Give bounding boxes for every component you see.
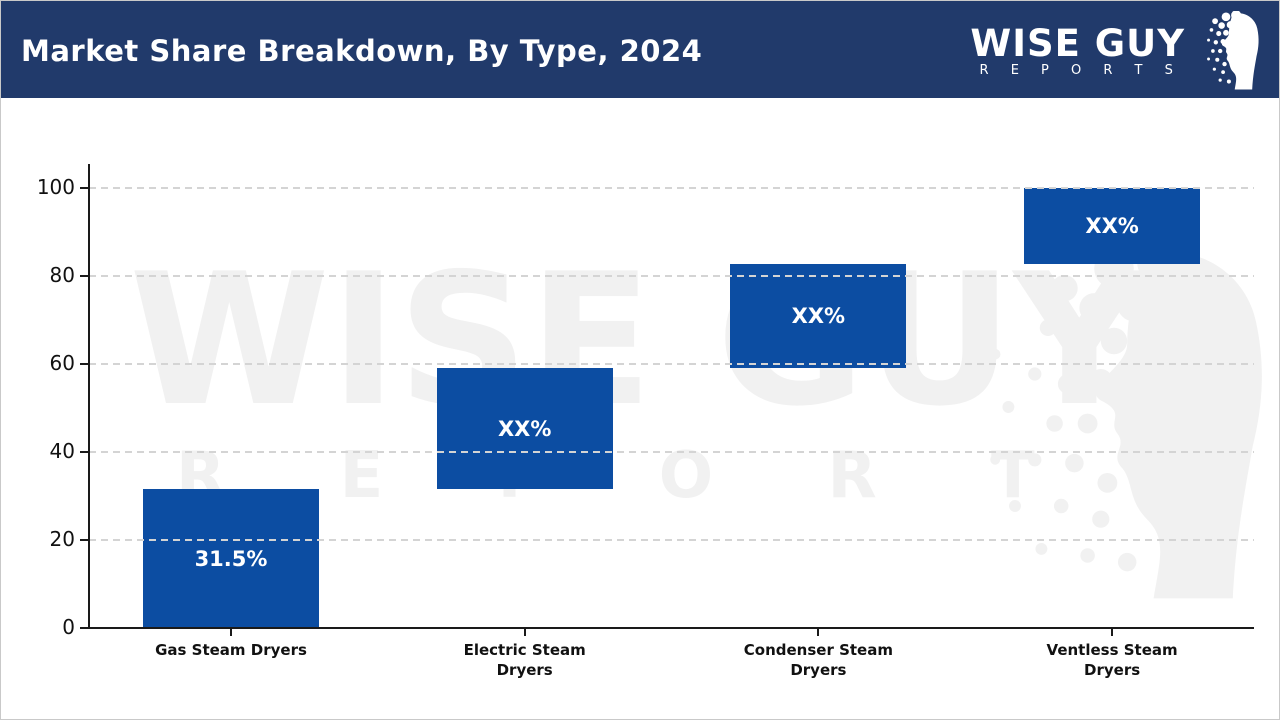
logo-head-icon <box>1207 11 1259 90</box>
bar-3: XX% <box>730 263 907 369</box>
x-tickmark <box>817 628 820 636</box>
y-tickmark <box>80 187 89 189</box>
x-category-label: Condenser Steam Dryers <box>743 641 893 679</box>
y-tickmark <box>80 275 89 277</box>
y-tick-label: 60 <box>49 351 75 375</box>
x-axis-line <box>88 627 1254 629</box>
y-tickmark <box>80 539 89 541</box>
y-tickmark <box>80 363 89 365</box>
x-tickmark <box>523 628 526 636</box>
x-category-label: Gas Steam Dryers <box>155 641 307 659</box>
y-tick-label: 20 <box>49 527 75 551</box>
bar-4: XX% <box>1024 188 1201 264</box>
y-gridline <box>89 539 1254 541</box>
logo-text: WISE GUY R E P O R T S <box>970 21 1185 78</box>
watermark-wordmark: WISE GUY <box>129 234 1146 446</box>
y-tickmark <box>80 627 89 629</box>
x-category-label: Electric Steam Dryers <box>463 641 586 679</box>
y-tick-label: 40 <box>49 439 75 463</box>
bar-1: 31.5% <box>143 489 319 628</box>
header-bar: Market Share Breakdown, By Type, 2024 WI… <box>1 1 1279 98</box>
y-tick-label: 80 <box>49 263 75 287</box>
logo-subtitle: R E P O R T S <box>979 62 1182 78</box>
x-tickmark <box>1111 628 1114 636</box>
y-gridline <box>89 451 1254 453</box>
bar-value-label: XX% <box>497 416 552 441</box>
bar-value-label: XX% <box>1085 213 1139 238</box>
y-tick-label: 100 <box>36 175 75 199</box>
y-gridline <box>89 187 1254 189</box>
watermark-head-graphic <box>989 238 1262 599</box>
y-gridline <box>89 363 1254 365</box>
logo-wordmark: WISE GUY <box>970 21 1185 65</box>
y-gridline <box>89 275 1254 277</box>
wise-guy-reports-logo: WISE GUY R E P O R T S <box>970 11 1263 91</box>
page-title: Market Share Breakdown, By Type, 2024 <box>21 34 703 68</box>
bar-2: XX% <box>436 368 613 490</box>
x-category-label: Ventless Steam Dryers <box>1046 641 1178 679</box>
y-tick-label: 0 <box>62 615 75 639</box>
y-axis-line <box>88 164 90 629</box>
y-tickmark <box>80 451 89 453</box>
bar-value-label: 31.5% <box>194 546 268 571</box>
bar-value-label: XX% <box>791 304 846 329</box>
x-tickmark <box>230 628 232 636</box>
